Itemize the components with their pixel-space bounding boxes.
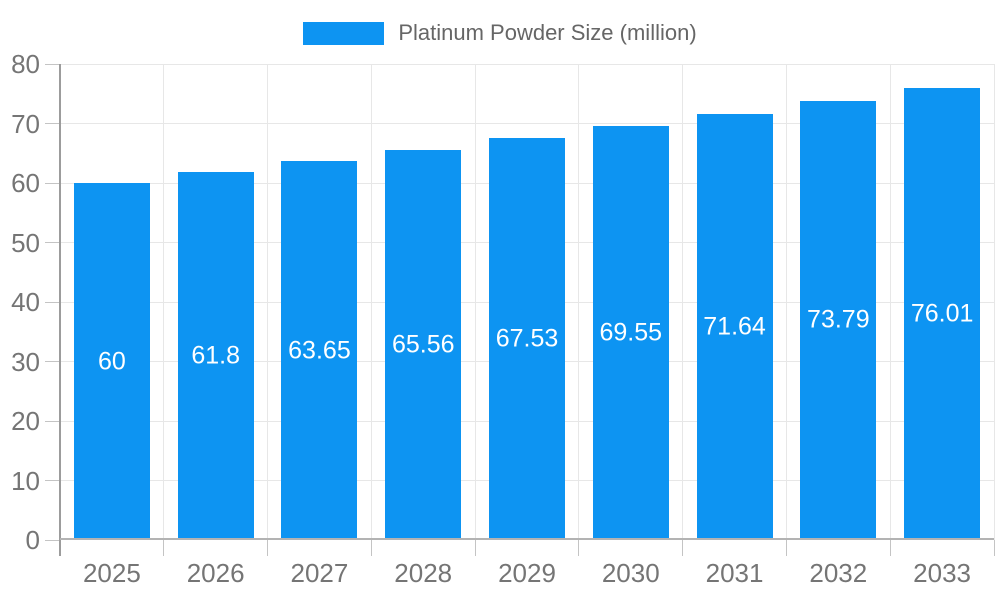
y-axis-tick-label: 70 bbox=[11, 108, 40, 139]
bar: 60 bbox=[73, 183, 150, 540]
y-axis-tick-label: 50 bbox=[11, 227, 40, 258]
x-tick bbox=[682, 540, 684, 556]
y-tick bbox=[45, 539, 60, 541]
x-axis-tick-label: 2031 bbox=[705, 558, 764, 588]
y-tick bbox=[45, 242, 60, 243]
y-axis-tick-label: 40 bbox=[11, 287, 40, 317]
y-axis-tick-label: 0 bbox=[25, 525, 40, 555]
x-axis-tick-label: 2032 bbox=[809, 558, 868, 588]
bar-value-label: 65.56 bbox=[391, 330, 455, 359]
y-tick bbox=[45, 420, 60, 422]
x-axis-tick-label: 2029 bbox=[498, 558, 556, 588]
y-axis-tick-label: 60 bbox=[11, 168, 40, 198]
y-tick bbox=[45, 361, 60, 362]
x-gridline bbox=[993, 64, 995, 540]
y-gridline bbox=[60, 123, 994, 124]
bar-value-label: 69.55 bbox=[599, 318, 663, 347]
bar: 69.55 bbox=[592, 126, 669, 540]
y-tick bbox=[45, 63, 60, 65]
x-gridline bbox=[474, 64, 476, 540]
y-axis-tick-label: 20 bbox=[11, 406, 40, 436]
x-tick bbox=[163, 540, 165, 556]
plot-area: 0 10 20 30 40 50 60 70 80 60 2025 61.8 2026 63.65 2027… bbox=[11, 50, 995, 588]
x-tick bbox=[785, 540, 787, 556]
y-axis-tick-label: 80 bbox=[11, 49, 40, 79]
bar-value-label: 60 bbox=[97, 347, 126, 375]
x-gridline bbox=[889, 64, 891, 540]
x-axis-tick-label: 2026 bbox=[186, 558, 245, 588]
x-tick bbox=[889, 540, 891, 556]
y-axis-tick-label: 30 bbox=[11, 346, 40, 377]
x-gridline bbox=[682, 64, 684, 540]
bar: 61.8 bbox=[177, 172, 254, 540]
bar-value-label: 67.53 bbox=[495, 324, 559, 353]
bar: 76.01 bbox=[904, 87, 981, 540]
x-axis-tick-label: 2028 bbox=[394, 558, 453, 588]
bar: 67.53 bbox=[489, 138, 565, 540]
x-tick bbox=[370, 540, 372, 556]
x-axis-tick-label: 2027 bbox=[290, 558, 349, 588]
y-tick bbox=[45, 182, 60, 184]
y-tick bbox=[45, 301, 60, 303]
x-gridline bbox=[785, 64, 787, 540]
bar: 71.64 bbox=[696, 113, 773, 540]
legend-swatch bbox=[303, 21, 385, 45]
x-axis-tick-label: 2025 bbox=[82, 558, 141, 588]
y-axis-tick-label: 10 bbox=[11, 465, 40, 496]
x-tick bbox=[267, 540, 269, 556]
y-tick bbox=[45, 123, 60, 124]
bar: 73.79 bbox=[800, 100, 877, 540]
x-tick bbox=[993, 540, 995, 556]
x-tick bbox=[578, 540, 580, 556]
y-gridline bbox=[60, 63, 994, 65]
x-tick bbox=[474, 540, 476, 556]
x-gridline bbox=[578, 64, 580, 540]
bar-value-label: 61.8 bbox=[191, 341, 240, 370]
y-axis-line bbox=[59, 64, 61, 556]
x-axis-tick-label: 2030 bbox=[601, 558, 660, 588]
bar-value-label: 73.79 bbox=[807, 305, 870, 334]
x-axis-tick-label: 2033 bbox=[913, 558, 972, 588]
bar-value-label: 76.01 bbox=[910, 299, 974, 328]
bar-value-label: 71.64 bbox=[703, 312, 766, 341]
x-gridline bbox=[267, 64, 269, 540]
x-axis-line bbox=[60, 538, 994, 540]
bar: 65.56 bbox=[385, 149, 462, 540]
bar: 63.65 bbox=[281, 161, 358, 540]
chart-legend: Platinum Powder Size (million) bbox=[0, 20, 1000, 46]
x-gridline bbox=[370, 64, 372, 540]
bar-value-label: 63.65 bbox=[288, 336, 351, 365]
y-tick bbox=[45, 480, 60, 481]
legend-label: Platinum Powder Size (million) bbox=[398, 20, 697, 45]
x-gridline bbox=[163, 64, 165, 540]
